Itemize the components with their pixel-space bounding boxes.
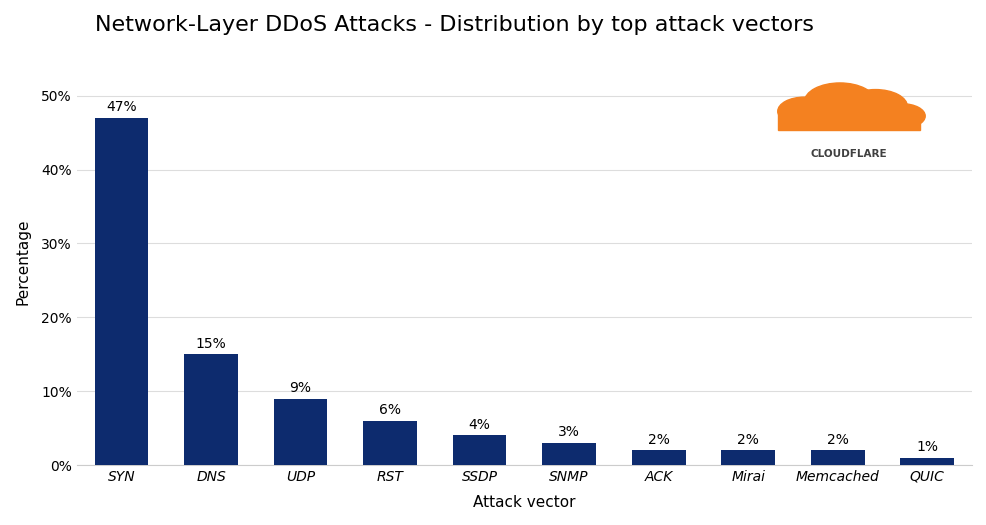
Text: 2%: 2% xyxy=(647,433,669,447)
Text: 47%: 47% xyxy=(106,100,137,114)
Text: 9%: 9% xyxy=(289,381,312,395)
Bar xyxy=(363,421,416,465)
Bar xyxy=(631,450,685,465)
Text: 2%: 2% xyxy=(737,433,758,447)
Bar xyxy=(95,118,148,465)
Bar xyxy=(721,450,774,465)
Bar xyxy=(273,398,327,465)
Circle shape xyxy=(843,90,906,123)
Bar xyxy=(184,354,238,465)
Y-axis label: Percentage: Percentage xyxy=(15,218,30,305)
Bar xyxy=(899,458,953,465)
Text: 15%: 15% xyxy=(195,337,226,351)
Bar xyxy=(453,435,506,465)
Bar xyxy=(810,450,864,465)
Text: 1%: 1% xyxy=(915,440,938,454)
Text: 4%: 4% xyxy=(468,418,490,432)
Circle shape xyxy=(804,83,875,121)
X-axis label: Attack vector: Attack vector xyxy=(472,495,575,510)
Bar xyxy=(541,443,596,465)
Circle shape xyxy=(777,97,830,125)
Text: CLOUDFLARE: CLOUDFLARE xyxy=(810,149,886,159)
Text: 6%: 6% xyxy=(379,403,400,417)
Text: 3%: 3% xyxy=(558,425,580,439)
Circle shape xyxy=(879,104,924,128)
Text: Network-Layer DDoS Attacks - Distribution by top attack vectors: Network-Layer DDoS Attacks - Distributio… xyxy=(95,15,812,35)
Text: 2%: 2% xyxy=(826,433,848,447)
Polygon shape xyxy=(777,111,919,130)
